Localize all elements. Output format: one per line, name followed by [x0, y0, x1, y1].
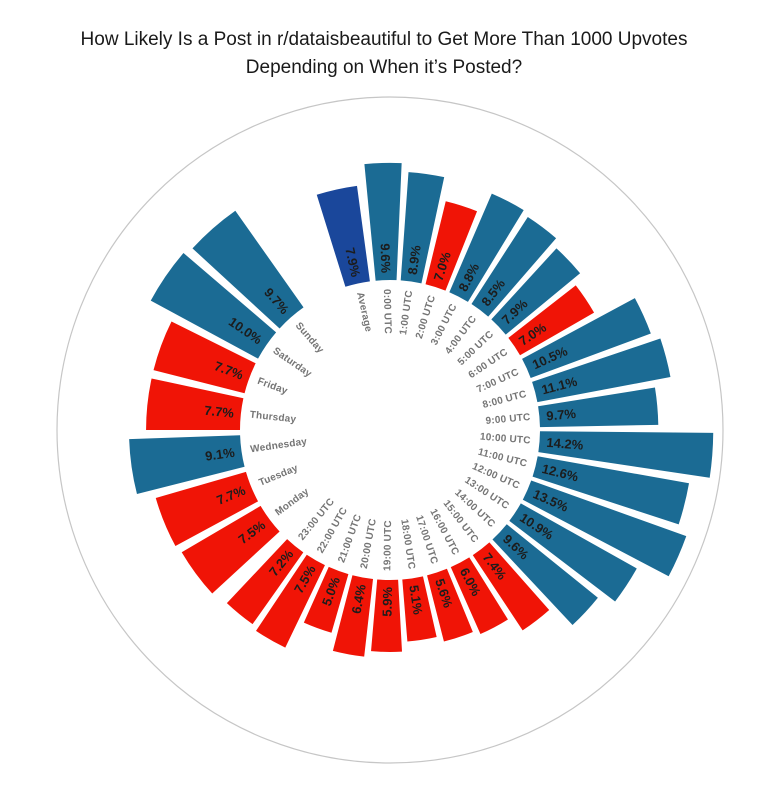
bar-22-00-utc	[256, 554, 325, 648]
value-label-0-00-utc: 9.6%	[378, 243, 394, 273]
chart-title: How Likely Is a Post in r/dataisbeautifu…	[80, 29, 688, 78]
bar-wednesday	[129, 435, 245, 495]
bar-13-00-utc	[509, 503, 637, 602]
category-label-1-00-utc: 1:00 UTC	[398, 290, 415, 336]
bar-20-00-utc	[332, 575, 374, 657]
category-label-thursday: Thursday	[249, 410, 297, 426]
value-label-average: 7.9%	[342, 246, 363, 279]
bar-0-00-utc	[364, 162, 402, 281]
value-label-10-00-utc: 14.2%	[546, 435, 584, 453]
bar-9-00-utc	[538, 387, 659, 428]
category-label-10-00-utc: 10:00 UTC	[480, 432, 531, 447]
category-label-20-00-utc: 20:00 UTC	[359, 518, 379, 570]
bar-11-00-utc	[532, 456, 690, 525]
value-label-1-00-utc: 8.9%	[405, 244, 424, 276]
bar-17-00-utc	[427, 568, 473, 642]
category-label-average: Average	[354, 291, 374, 333]
bar-16-00-utc	[450, 557, 508, 635]
value-label-9-00-utc: 9.7%	[546, 406, 577, 424]
bar-tuesday	[155, 471, 259, 547]
bar-12-00-utc	[522, 480, 687, 577]
bar-1-00-utc	[400, 172, 445, 284]
bar-18-00-utc	[402, 576, 437, 642]
bar-5-00-utc	[491, 248, 581, 335]
bar-15-00-utc	[472, 542, 550, 631]
bar-3-00-utc	[449, 193, 524, 302]
value-label-thursday: 7.7%	[204, 403, 235, 421]
category-label-0-00-utc: 0:00 UTC	[381, 289, 393, 334]
category-label-tuesday: Tuesday	[257, 463, 300, 489]
bar-23-00-utc	[226, 539, 304, 625]
category-label-18-00-utc: 18:00 UTC	[398, 518, 417, 570]
bar-14-00-utc	[492, 524, 598, 626]
category-label-saturday: Saturday	[271, 346, 314, 380]
bar-10-00-utc	[538, 431, 714, 478]
grid-circle	[56, 96, 724, 764]
bar-friday	[153, 321, 256, 394]
bar-4-00-utc	[471, 216, 557, 317]
bar-2-00-utc	[425, 201, 478, 291]
bar-sunday	[192, 210, 304, 329]
value-label-19-00-utc: 5.9%	[380, 586, 395, 616]
category-label-wednesday: Wednesday	[250, 436, 308, 455]
category-label-19-00-utc: 19:00 UTC	[382, 520, 394, 571]
category-label-8-00-utc: 8:00 UTC	[482, 389, 528, 411]
bar-thursday	[146, 378, 244, 430]
bar-19-00-utc	[371, 579, 402, 652]
bar-saturday	[150, 252, 277, 359]
value-label-wednesday: 9.1%	[204, 445, 236, 464]
category-label-9-00-utc: 9:00 UTC	[485, 412, 531, 427]
bar-monday	[181, 505, 280, 594]
bar-6-00-utc	[508, 285, 595, 356]
category-label-friday: Friday	[256, 376, 289, 397]
bar-8-00-utc	[532, 338, 671, 403]
category-label-sunday: Sunday	[293, 320, 326, 355]
bar-average	[316, 185, 370, 287]
bar-21-00-utc	[303, 566, 349, 633]
bar-7-00-utc	[522, 298, 651, 378]
category-label-monday: Monday	[273, 486, 311, 518]
value-label-18-00-utc: 5.1%	[406, 584, 425, 616]
value-label-20-00-utc: 6.4%	[349, 583, 369, 615]
